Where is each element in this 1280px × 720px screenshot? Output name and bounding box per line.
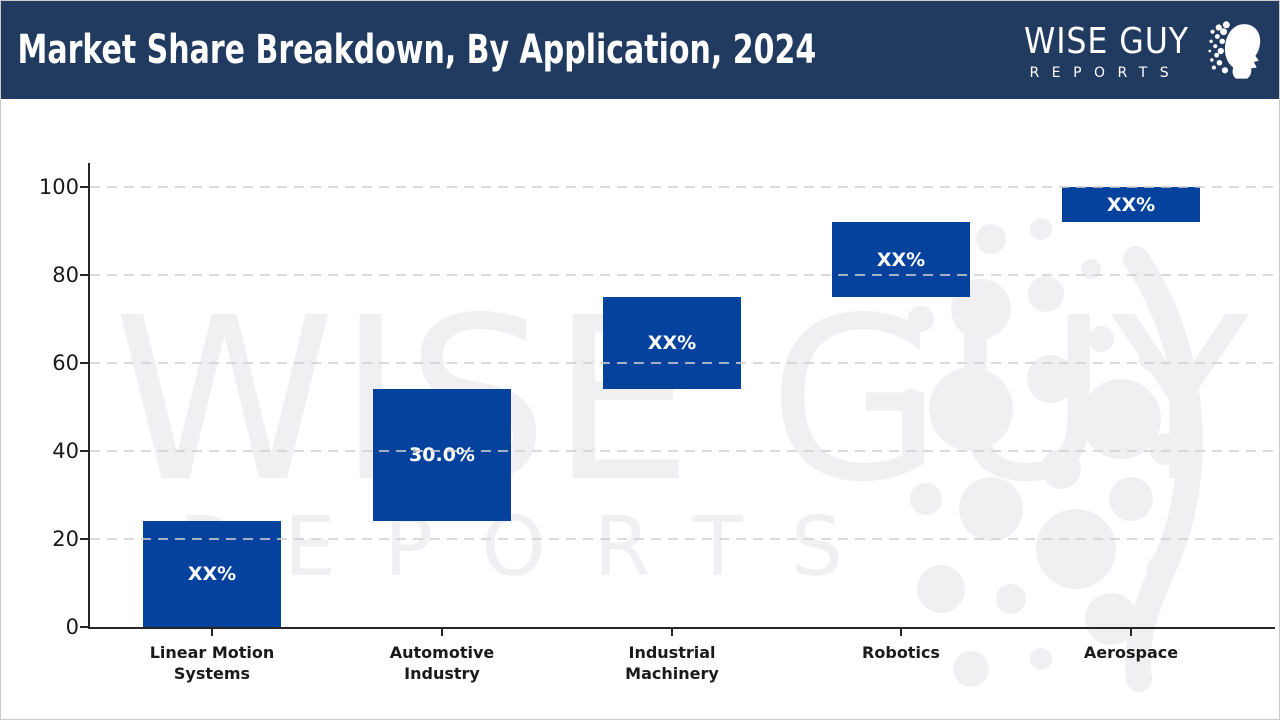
- category-label-line: Industrial: [628, 643, 716, 662]
- x-tick-mark: [1130, 629, 1132, 636]
- y-tick-label: 80: [52, 263, 79, 287]
- bar-segment-industrial-machinery: XX%: [603, 297, 741, 390]
- x-axis-category-label: Aerospace: [1036, 642, 1226, 663]
- logo-brand-sub: REPORTS: [1029, 65, 1182, 81]
- logo-brand-name: WISE GUY: [1023, 21, 1189, 62]
- bar-value-label: XX%: [187, 563, 237, 586]
- y-tick-label: 60: [52, 351, 79, 375]
- category-label-line: Linear Motion: [149, 643, 275, 662]
- y-tick-label: 100: [38, 175, 79, 199]
- category-label-line: Machinery: [625, 664, 719, 683]
- bar-value-label: XX%: [647, 332, 697, 355]
- x-tick-mark: [671, 629, 673, 636]
- bar-value-label: XX%: [1106, 193, 1156, 216]
- y-tick-mark: [80, 362, 88, 364]
- y-tick-mark: [80, 274, 88, 276]
- bar-value-label: XX%: [876, 248, 926, 271]
- x-axis-category-label: Robotics: [806, 642, 996, 663]
- chart-canvas: WISE GUY REPORTS 0 20 40 60 80: [1, 99, 1279, 719]
- gridline-y-40: [90, 450, 1275, 452]
- y-tick-label: 0: [65, 615, 79, 639]
- gridline-y-100: [90, 186, 1275, 188]
- x-tick-mark: [441, 629, 443, 636]
- page-title: Market Share Breakdown, By Application, …: [17, 27, 817, 73]
- category-label-line: Robotics: [862, 643, 940, 662]
- y-tick-label: 40: [52, 439, 79, 463]
- wiseguy-logo: WISE GUY REPORTS: [1024, 9, 1266, 93]
- bar-segment-automotive-industry: 30.0%: [373, 389, 511, 522]
- x-axis-category-label: Industrial Machinery: [577, 642, 767, 684]
- y-tick-mark: [80, 626, 88, 628]
- y-tick-mark: [80, 538, 88, 540]
- category-label-line: Industry: [404, 664, 480, 683]
- x-tick-mark: [900, 629, 902, 636]
- category-label-line: Aerospace: [1083, 643, 1179, 662]
- category-label-line: Automotive: [389, 643, 495, 662]
- gridline-y-20: [90, 538, 1275, 540]
- dotted-head-profile-icon: [1208, 21, 1261, 79]
- category-label-line: Systems: [173, 664, 251, 683]
- bar-segment-aerospace: XX%: [1062, 187, 1200, 223]
- header-bar: Market Share Breakdown, By Application, …: [1, 1, 1279, 99]
- logo-text: WISE GUY REPORTS: [1024, 21, 1212, 81]
- bar-value-label: 30.0%: [409, 444, 475, 467]
- x-axis-category-label: Automotive Industry: [347, 642, 537, 684]
- bar-segment-robotics: XX%: [832, 222, 970, 297]
- y-tick-mark: [80, 186, 88, 188]
- gridline-y-60: [90, 362, 1275, 364]
- y-tick-mark: [80, 450, 88, 452]
- gridline-y-80: [90, 274, 1275, 276]
- plot-area: 0 20 40 60 80 100 XX% 30.0% XX% XX% XX% Linear Moti…: [1, 99, 1279, 719]
- x-axis-category-label: Linear Motion Systems: [117, 642, 307, 684]
- x-tick-mark: [211, 629, 213, 636]
- y-tick-label: 20: [52, 527, 79, 551]
- y-axis-spine: [88, 163, 90, 629]
- x-axis-spine: [88, 627, 1275, 629]
